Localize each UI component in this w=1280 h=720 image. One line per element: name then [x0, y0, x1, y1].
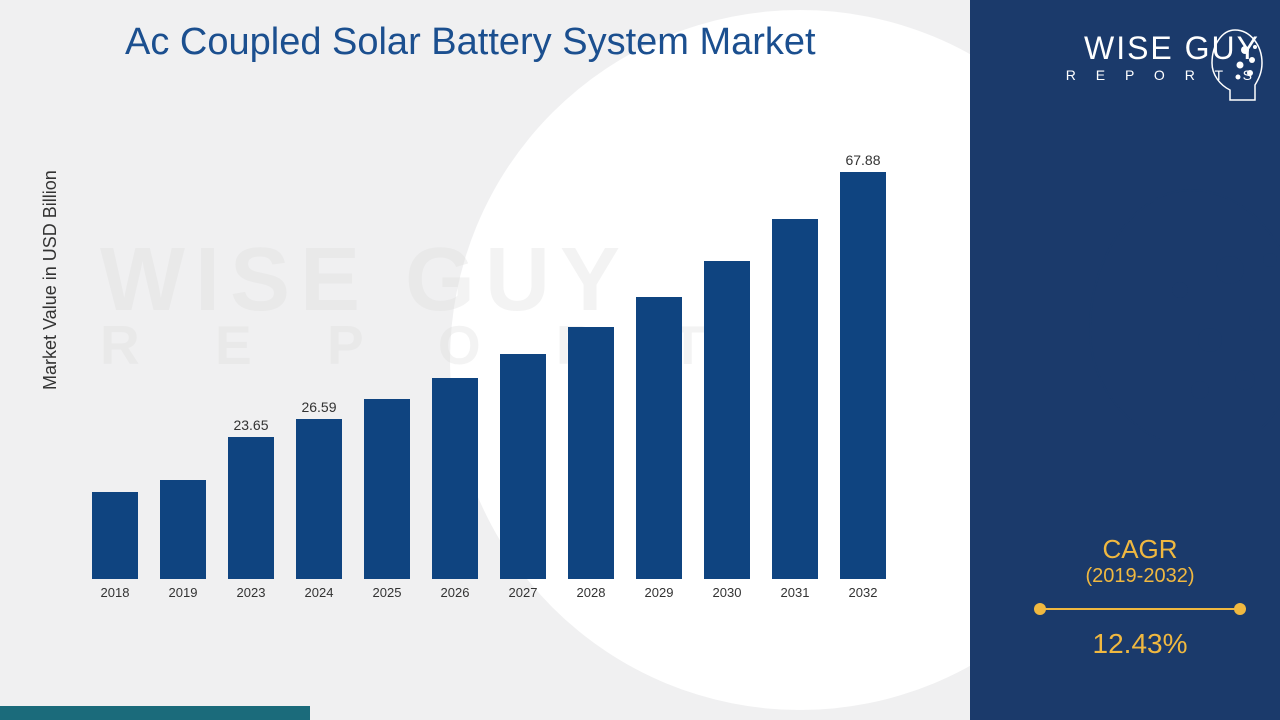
bar — [636, 297, 682, 579]
bar-value-label: 67.88 — [845, 152, 880, 168]
x-tick-label: 2029 — [645, 585, 674, 600]
x-tick-label: 2027 — [509, 585, 538, 600]
bar — [840, 172, 886, 579]
bar-group: 2031 — [770, 215, 820, 600]
x-tick-label: 2019 — [169, 585, 198, 600]
cagr-value: 12.43% — [1040, 628, 1240, 660]
bg-head-icon — [1060, 180, 1280, 480]
x-tick-label: 2030 — [713, 585, 742, 600]
bar-group: 2029 — [634, 293, 684, 600]
bar — [364, 399, 410, 579]
head-icon — [1200, 25, 1270, 105]
x-tick-label: 2018 — [101, 585, 130, 600]
bar-value-label: 26.59 — [301, 399, 336, 415]
chart-area: Market Value in USD Billion 2018201923.6… — [90, 160, 910, 630]
bar-value-label: 23.65 — [233, 417, 268, 433]
x-tick-label: 2028 — [577, 585, 606, 600]
x-tick-label: 2024 — [305, 585, 334, 600]
bottom-accent-bar — [0, 706, 310, 720]
bar-group: 2030 — [702, 257, 752, 600]
logo: WISE GUY R E P O R T S — [1066, 30, 1260, 83]
cagr-divider — [1040, 608, 1240, 610]
x-tick-label: 2026 — [441, 585, 470, 600]
chart-title: Ac Coupled Solar Battery System Market — [125, 22, 816, 64]
x-tick-label: 2025 — [373, 585, 402, 600]
bar-group: 26.59 2024 — [294, 399, 344, 600]
bar — [568, 327, 614, 579]
x-tick-label: 2031 — [781, 585, 810, 600]
bar-group: 2025 — [362, 395, 412, 600]
bar-group: 2028 — [566, 323, 616, 600]
bar — [160, 480, 206, 579]
bar-group: 2019 — [158, 476, 208, 600]
bar — [296, 419, 342, 579]
x-tick-label: 2032 — [849, 585, 878, 600]
bar — [704, 261, 750, 579]
y-axis-label: Market Value in USD Billion — [40, 170, 61, 390]
bars-container: 2018 2019 23.65 2023 26.59 2024 2025 2026 2027 20… — [90, 180, 910, 600]
bar — [92, 492, 138, 579]
bar — [228, 437, 274, 579]
bar — [500, 354, 546, 579]
cagr-period: (2019-2032) — [1040, 565, 1240, 588]
cagr-label: CAGR — [1040, 534, 1240, 565]
bar — [772, 219, 818, 579]
cagr-block: CAGR (2019-2032) 12.43% — [1040, 534, 1240, 660]
bar-group: 23.65 2023 — [226, 417, 276, 600]
bar — [432, 378, 478, 579]
bar-group: 2018 — [90, 488, 140, 600]
bar-group: 2026 — [430, 374, 480, 600]
bar-group: 67.88 2032 — [838, 152, 888, 600]
bar-group: 2027 — [498, 350, 548, 600]
x-tick-label: 2023 — [237, 585, 266, 600]
